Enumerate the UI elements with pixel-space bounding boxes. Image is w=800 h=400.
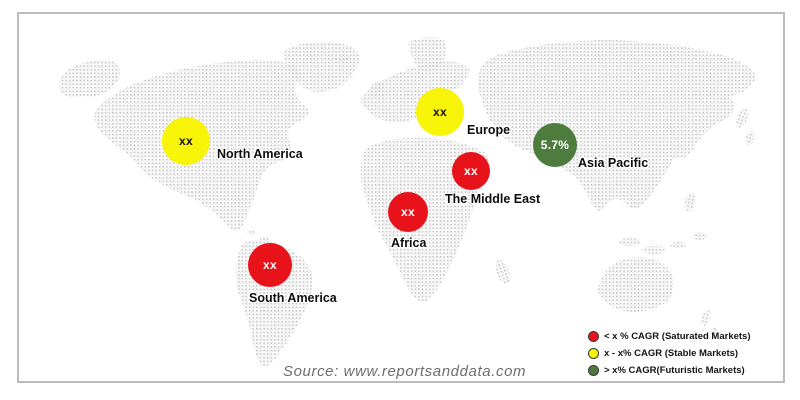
region-value: xx — [464, 164, 478, 178]
source-text: Source: www.reportsanddata.com — [283, 363, 527, 380]
region-value: xx — [263, 258, 277, 272]
caribbean-2 — [260, 237, 270, 241]
new-guinea — [693, 232, 707, 240]
indonesia-2 — [642, 246, 666, 254]
scandinavia — [408, 37, 447, 72]
caribbean-1 — [247, 231, 257, 235]
philippines — [684, 193, 696, 211]
indonesia-1 — [619, 238, 641, 246]
region-value: xx — [179, 134, 193, 148]
legend-label: x - x% CAGR (Stable Markets) — [604, 347, 739, 359]
region-bubble: xx — [416, 88, 464, 136]
indonesia-3 — [670, 242, 686, 248]
continent-greenland — [282, 41, 360, 92]
region-bubble: xx — [388, 192, 428, 232]
legend-dot-icon — [588, 330, 599, 342]
continent-alaska — [59, 60, 120, 98]
legend-dot-icon — [588, 347, 599, 359]
region-bubble: xx — [162, 117, 210, 165]
region-label: The Middle East — [445, 192, 541, 206]
region-bubble: xx — [452, 152, 490, 190]
legend-label: < x % CAGR (Saturated Markets) — [604, 330, 751, 342]
continent-australia — [598, 257, 674, 312]
legend-item-saturated-markets: < x % CAGR (Saturated Markets) — [588, 330, 751, 342]
region-label: South America — [249, 291, 337, 305]
region-bubble: xx — [248, 243, 292, 287]
legend-item-stable-markets: x - x% CAGR (Stable Markets) — [588, 347, 751, 359]
iceland — [335, 56, 349, 62]
japan-1 — [736, 108, 748, 128]
region-label: Europe — [467, 123, 511, 137]
legend-item-futuristic-markets: > x% CAGR(Futuristic Markets) — [588, 364, 751, 376]
legend-label: > x% CAGR(Futuristic Markets) — [604, 364, 745, 376]
region-value: 5.7% — [540, 138, 570, 152]
japan-2 — [745, 131, 755, 145]
british-isles — [369, 81, 384, 98]
region-bubble: 5.7% — [533, 123, 577, 167]
region-value: xx — [401, 205, 415, 219]
new-zealand-2 — [710, 326, 718, 338]
legend: < x % CAGR (Saturated Markets) x - x% CA… — [588, 330, 751, 376]
region-label: Asia Pacific — [578, 156, 649, 170]
region-value: xx — [433, 105, 447, 119]
madagascar — [496, 259, 510, 285]
new-zealand-1 — [701, 310, 711, 326]
region-label: North America — [217, 147, 303, 161]
continent-asia — [477, 40, 756, 211]
region-label: Africa — [391, 236, 427, 250]
legend-dot-icon — [588, 364, 599, 376]
